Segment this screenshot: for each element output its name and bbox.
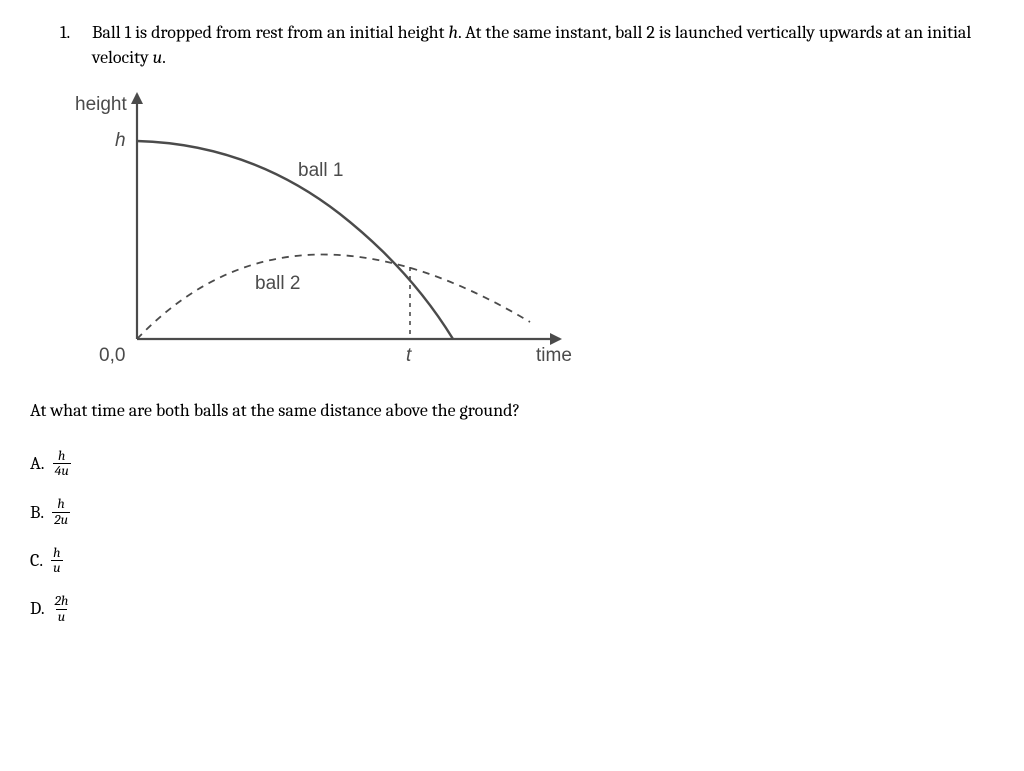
graph-svg: h height 0,0 t time ball 1 ball 2 (40, 84, 610, 374)
svg-text:0,0: 0,0 (99, 345, 125, 366)
svg-text:h: h (115, 130, 126, 151)
fraction-denominator: u (51, 560, 62, 576)
svg-text:ball 1: ball 1 (298, 160, 343, 181)
qtext-part-0: Ball 1 is dropped from rest from an init… (92, 22, 448, 43)
followup-question: At what time are both balls at the same … (30, 398, 994, 423)
question-text: Ball 1 is dropped from rest from an init… (92, 20, 994, 70)
fraction: 2h u (53, 594, 71, 624)
fraction-numerator: h (56, 449, 67, 464)
option-d: D. 2h u (30, 594, 994, 624)
option-letter: B. (30, 500, 44, 525)
option-a: A. h 4u (30, 449, 994, 479)
fraction-numerator: h (55, 497, 66, 512)
option-letter: A. (30, 451, 45, 476)
option-letter: C. (30, 548, 43, 573)
fraction-numerator: h (51, 546, 62, 561)
variable-u: u (153, 47, 163, 68)
svg-text:ball 2: ball 2 (255, 273, 300, 294)
fraction: h 2u (52, 497, 70, 527)
fraction-denominator: u (56, 609, 67, 625)
option-b: B. h 2u (30, 497, 994, 527)
height-time-graph: h height 0,0 t time ball 1 ball 2 (40, 84, 994, 381)
svg-text:height: height (75, 94, 127, 115)
variable-h: h (448, 22, 458, 43)
question-block: 1. Ball 1 is dropped from rest from an i… (60, 20, 994, 70)
fraction-numerator: 2h (53, 594, 71, 609)
fraction: h 4u (53, 449, 71, 479)
qtext-part-2: . (162, 47, 166, 68)
fraction-denominator: 2u (52, 512, 70, 528)
svg-text:t: t (406, 345, 412, 366)
answer-options: A. h 4u B. h 2u C. h u D. 2h u (30, 449, 994, 625)
fraction-denominator: 4u (53, 463, 71, 479)
option-c: C. h u (30, 546, 994, 576)
svg-text:time: time (536, 345, 572, 366)
option-letter: D. (30, 596, 45, 621)
question-number: 1. (60, 20, 76, 70)
fraction: h u (51, 546, 62, 576)
